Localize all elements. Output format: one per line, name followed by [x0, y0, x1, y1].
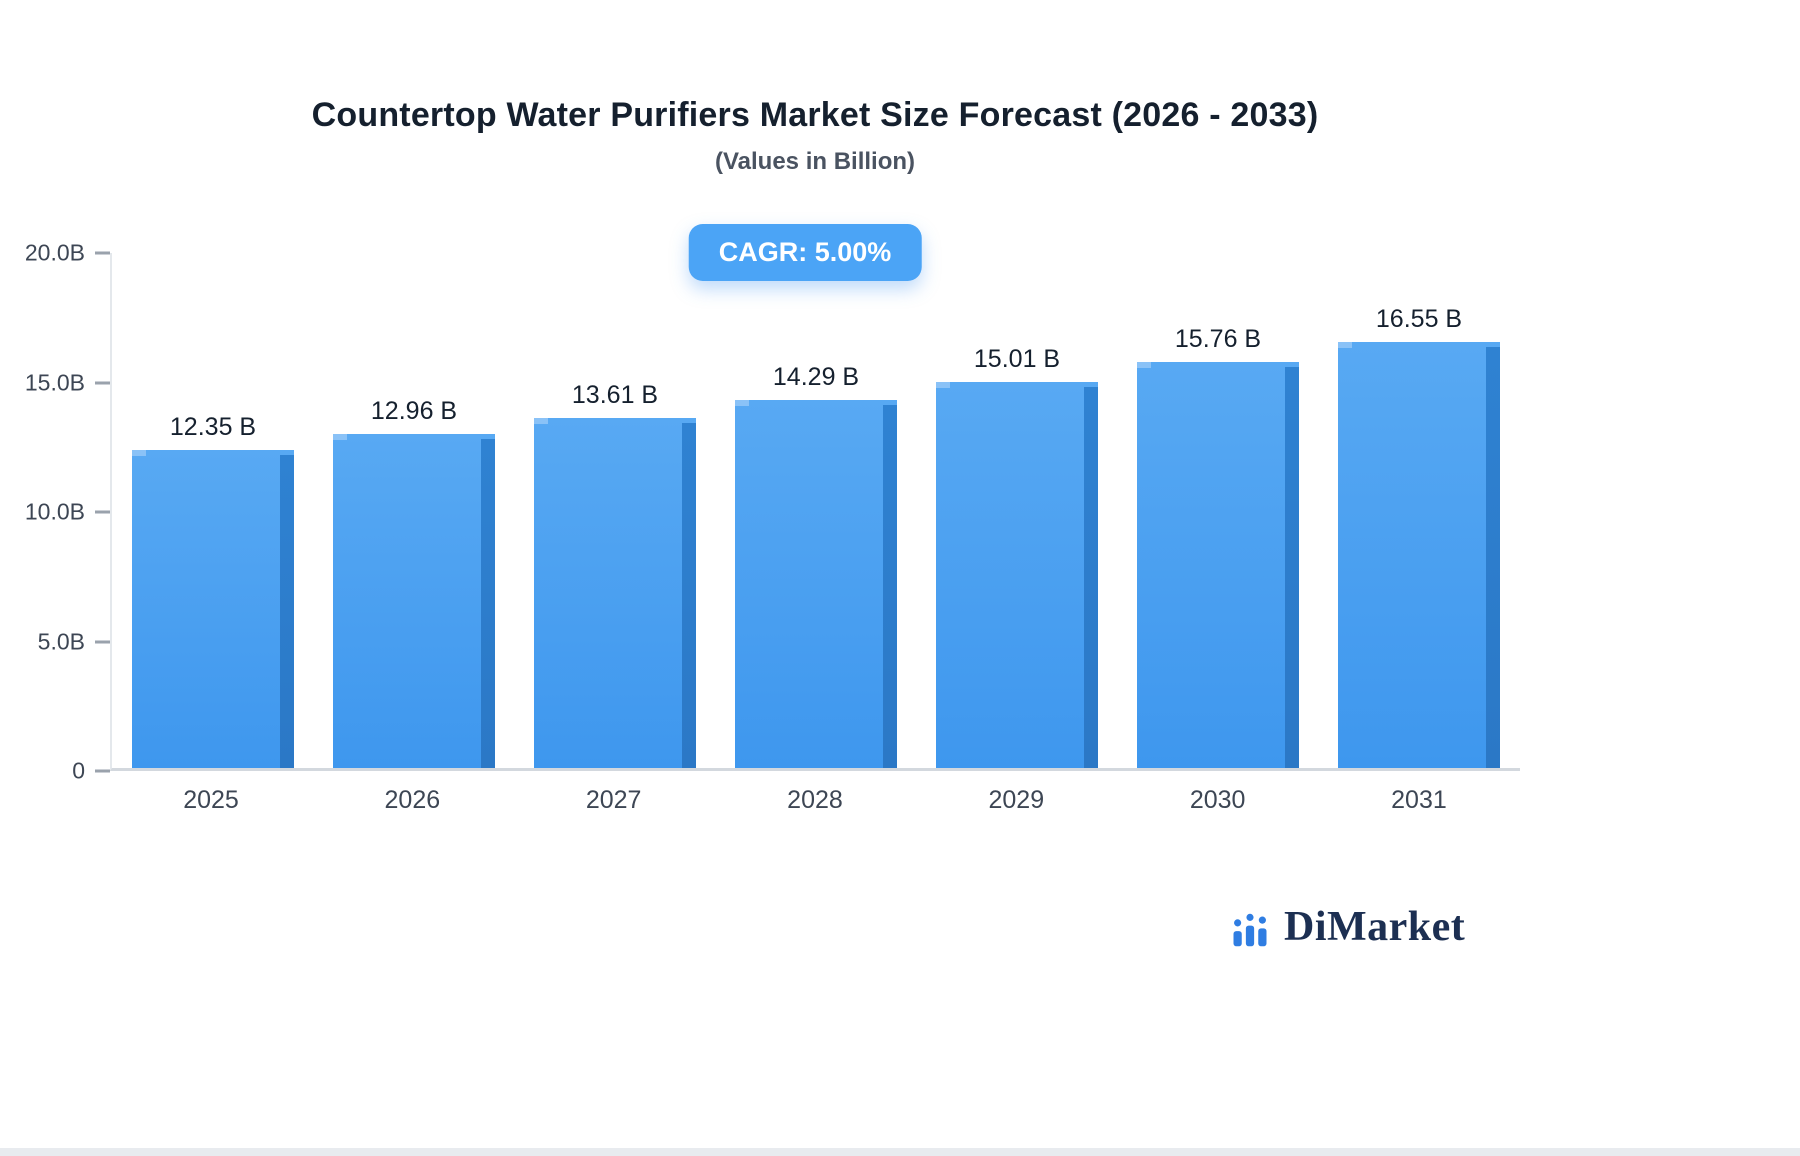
bar-value-label-2026: 12.96 B: [370, 397, 458, 426]
chart-title: Countertop Water Purifiers Market Size F…: [311, 96, 1319, 134]
bar-top-bevel: [333, 434, 347, 441]
bar-group-2029: 15.01 B: [936, 253, 1098, 768]
bar-2028: [735, 400, 897, 768]
bar-2026: [333, 434, 495, 768]
bar-value-label-2028: 14.29 B: [772, 363, 860, 392]
bar-value-label-2029: 15.01 B: [973, 344, 1061, 373]
y-tick-10.0B: 10.0B: [20, 499, 110, 526]
x-label-2031: 2031: [1391, 786, 1447, 814]
bar-group-2026: 12.96 B: [333, 253, 495, 768]
y-tick-5.0B: 5.0B: [20, 628, 110, 655]
bar-group-2030: 15.76 B: [1137, 253, 1299, 768]
x-label-2027: 2027: [585, 786, 642, 814]
bar-group-2031: 16.55 B: [1338, 253, 1500, 768]
y-axis: 0 5.0B 10.0B 15.0B 20.0B: [20, 240, 110, 784]
tick-dash: [95, 251, 110, 255]
y-tick-20.0B: 20.0B: [20, 240, 110, 267]
bar-2027: [534, 417, 696, 768]
tick-dash: [95, 640, 110, 643]
bar-group-2025: 12.35 B: [132, 253, 294, 768]
bar-side-shade: [1084, 386, 1098, 768]
bar-side-shade: [481, 439, 495, 768]
mini-bar-chart-icon: [1228, 905, 1272, 949]
plot-area: 12.35 B 12.96 B 13.61 B 14.29 B 15.01 B 15.76…: [110, 253, 1520, 771]
bar-top-bevel: [534, 417, 548, 424]
cagr-badge: CAGR: 5.00%: [688, 224, 922, 281]
x-label-2029: 2029: [988, 786, 1045, 814]
bar-2030: [1137, 362, 1299, 768]
bar-2029: [936, 381, 1098, 768]
bar-top-bevel: [936, 381, 950, 388]
bar-2031: [1338, 341, 1500, 768]
bar-side-shade: [280, 455, 294, 768]
bar-2025: [132, 450, 294, 768]
tick-dash: [95, 510, 110, 514]
bar-value-label-2027: 13.61 B: [571, 380, 659, 409]
x-label-2030: 2030: [1189, 786, 1246, 814]
y-tick-15.0B: 15.0B: [20, 369, 110, 396]
x-label-2026: 2026: [384, 786, 441, 814]
bar-top-bevel: [132, 450, 146, 456]
y-tick-0: 0: [20, 758, 110, 785]
logo-text: DiMarket: [1284, 904, 1466, 950]
bar-value-label-2030: 15.76 B: [1174, 325, 1262, 354]
chart-area: 0 5.0B 10.0B 15.0B 20.0B 12.35 B 12.96 B 13.61…: [20, 240, 1520, 784]
x-axis: 2025 2026 2027 2028 2029 2030 2031: [110, 786, 1520, 815]
bar-value-label-2031: 16.55 B: [1375, 304, 1463, 333]
bar-top-bevel: [1338, 341, 1352, 348]
chart-subtitle: (Values in Billion): [714, 148, 916, 175]
bar-side-shade: [682, 422, 696, 768]
tick-dash: [95, 769, 110, 773]
bar-group-2028: 14.29 B: [735, 253, 897, 768]
dimarket-logo: DiMarket: [1228, 903, 1465, 951]
tick-dash: [95, 381, 110, 384]
bar-top-bevel: [1137, 362, 1151, 369]
bar-group-2027: 13.61 B: [534, 253, 696, 768]
x-label-2028: 2028: [787, 786, 843, 814]
bar-side-shade: [883, 405, 897, 768]
bottom-strip: [0, 1148, 1800, 1156]
bar-side-shade: [1486, 346, 1500, 768]
x-label-2025: 2025: [183, 786, 239, 814]
bar-value-label-2025: 12.35 B: [169, 413, 257, 441]
bar-top-bevel: [735, 400, 749, 407]
bar-side-shade: [1285, 367, 1299, 768]
